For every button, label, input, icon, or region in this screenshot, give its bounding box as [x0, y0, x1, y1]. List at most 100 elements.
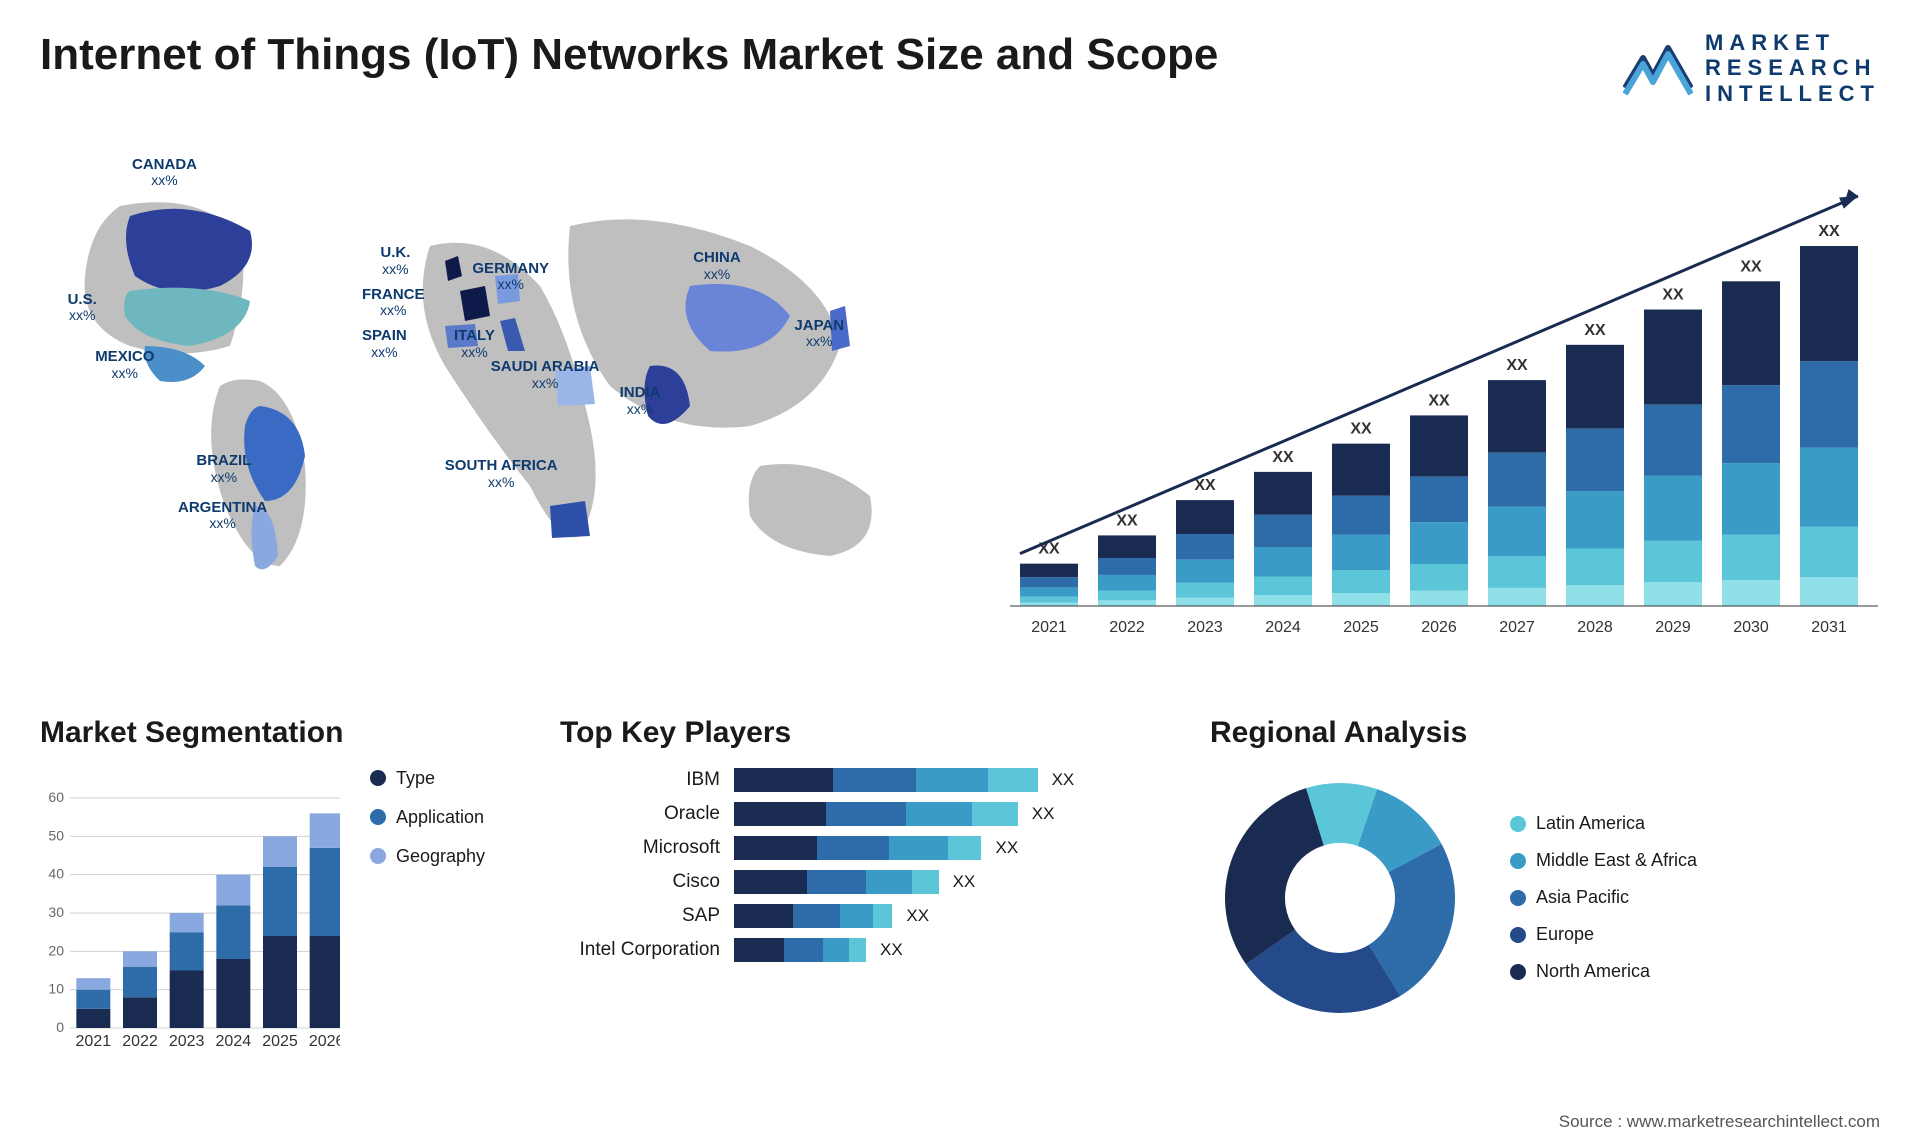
player-name: Oracle: [560, 803, 720, 825]
legend-item: Latin America: [1510, 813, 1697, 834]
map-label: SAUDI ARABIAxx%: [491, 359, 600, 391]
map-label: ITALYxx%: [454, 328, 495, 360]
logo-icon: [1623, 38, 1693, 98]
player-bar: [734, 870, 939, 894]
map-label: BRAZILxx%: [196, 453, 251, 485]
player-bar: [734, 938, 866, 962]
players-panel: Top Key Players IBM XX Oracle XX Microsoft XX…: [560, 716, 1160, 1076]
player-name: SAP: [560, 905, 720, 927]
player-name: Intel Corporation: [560, 939, 720, 961]
svg-text:50: 50: [48, 827, 64, 843]
legend-item: Application: [370, 807, 485, 828]
player-value: XX: [906, 906, 929, 926]
player-value: XX: [1032, 804, 1055, 824]
player-bar: [734, 904, 892, 928]
segmentation-panel: Market Segmentation 0 10 20 30 40 50 60 2021 202…: [40, 716, 510, 1076]
svg-text:2022: 2022: [122, 1033, 158, 1048]
map-label: CANADAxx%: [132, 157, 197, 189]
logo-line2: RESEARCH: [1705, 55, 1880, 80]
map-label: ARGENTINAxx%: [178, 500, 267, 532]
player-name: Microsoft: [560, 837, 720, 859]
svg-text:XX: XX: [1506, 357, 1528, 374]
map-label: SPAINxx%: [362, 328, 407, 360]
player-row: Microsoft XX: [560, 836, 1160, 860]
world-map: CANADAxx% U.S.xx% MEXICOxx% BRAZILxx% ARGENT…: [40, 136, 960, 656]
svg-text:XX: XX: [1662, 286, 1684, 303]
player-row: Oracle XX: [560, 802, 1160, 826]
player-value: XX: [1052, 770, 1075, 790]
segmentation-title: Market Segmentation: [40, 716, 510, 750]
svg-text:2021: 2021: [76, 1033, 112, 1048]
svg-text:2027: 2027: [1499, 619, 1535, 636]
svg-text:60: 60: [48, 789, 64, 805]
map-svg: [40, 136, 960, 656]
svg-text:2029: 2029: [1655, 619, 1691, 636]
player-row: SAP XX: [560, 904, 1160, 928]
svg-text:2025: 2025: [262, 1033, 298, 1048]
map-label: MEXICOxx%: [95, 349, 154, 381]
legend-item: Geography: [370, 846, 485, 867]
page-title: Internet of Things (IoT) Networks Market…: [40, 30, 1218, 80]
svg-text:XX: XX: [1818, 223, 1840, 240]
legend-item: Europe: [1510, 924, 1697, 945]
player-bar: [734, 768, 1038, 792]
svg-text:2026: 2026: [309, 1033, 340, 1048]
segmentation-chart: 0 10 20 30 40 50 60 2021 2022 2023 2024 2025 2026: [40, 768, 340, 1048]
legend-item: Middle East & Africa: [1510, 850, 1697, 871]
player-bar: [734, 836, 981, 860]
svg-text:2024: 2024: [216, 1033, 252, 1048]
svg-text:2028: 2028: [1577, 619, 1613, 636]
regional-legend: Latin America Middle East & Africa Asia Pa…: [1510, 813, 1697, 982]
forecast-svg: XX2021XX2022XX2023XX2024XX2025XX2026XX20…: [1000, 136, 1880, 656]
map-label: U.K.xx%: [380, 245, 410, 277]
brand-logo: MARKET RESEARCH INTELLECT: [1623, 30, 1880, 106]
map-label: FRANCExx%: [362, 287, 425, 319]
forecast-chart: XX2021XX2022XX2023XX2024XX2025XX2026XX20…: [1000, 136, 1880, 656]
regional-title: Regional Analysis: [1210, 716, 1810, 750]
map-label: INDIAxx%: [620, 385, 661, 417]
svg-text:2026: 2026: [1421, 619, 1457, 636]
map-label: U.S.xx%: [68, 292, 97, 324]
map-label: JAPANxx%: [794, 318, 844, 350]
svg-text:2023: 2023: [169, 1033, 205, 1048]
svg-text:20: 20: [48, 942, 64, 958]
legend-item: North America: [1510, 961, 1697, 982]
map-label: GERMANYxx%: [472, 261, 549, 293]
map-label: CHINAxx%: [693, 250, 741, 282]
svg-text:2023: 2023: [1187, 619, 1223, 636]
svg-text:XX: XX: [1194, 477, 1216, 494]
regional-donut: [1210, 768, 1470, 1028]
map-label: SOUTH AFRICAxx%: [445, 458, 558, 490]
player-row: IBM XX: [560, 768, 1160, 792]
svg-text:2021: 2021: [1031, 619, 1067, 636]
legend-item: Asia Pacific: [1510, 887, 1697, 908]
svg-text:0: 0: [56, 1019, 64, 1035]
svg-text:2030: 2030: [1733, 619, 1769, 636]
player-value: XX: [995, 838, 1018, 858]
svg-text:XX: XX: [1350, 421, 1372, 438]
svg-text:2031: 2031: [1811, 619, 1847, 636]
svg-text:40: 40: [48, 866, 64, 882]
player-value: XX: [880, 940, 903, 960]
logo-line3: INTELLECT: [1705, 81, 1880, 106]
svg-text:2024: 2024: [1265, 619, 1301, 636]
svg-text:XX: XX: [1116, 512, 1138, 529]
players-list: IBMXXOracleXXMicrosoftXXCiscoXXSAPXXInte…: [560, 768, 1160, 972]
players-title: Top Key Players: [560, 716, 1160, 750]
svg-text:2025: 2025: [1343, 619, 1379, 636]
player-row: Cisco XX: [560, 870, 1160, 894]
svg-text:10: 10: [48, 981, 64, 997]
logo-line1: MARKET: [1705, 30, 1880, 55]
player-name: Cisco: [560, 871, 720, 893]
player-name: IBM: [560, 769, 720, 791]
svg-text:XX: XX: [1584, 322, 1606, 339]
svg-text:30: 30: [48, 904, 64, 920]
player-bar: [734, 802, 1018, 826]
svg-text:XX: XX: [1740, 258, 1762, 275]
player-row: Intel Corporation XX: [560, 938, 1160, 962]
player-value: XX: [953, 872, 976, 892]
source-text: Source : www.marketresearchintellect.com: [1559, 1112, 1880, 1132]
regional-panel: Regional Analysis Latin America Middle Ea…: [1210, 716, 1810, 1076]
svg-text:XX: XX: [1428, 392, 1450, 409]
segmentation-legend: TypeApplicationGeography: [370, 768, 485, 1048]
